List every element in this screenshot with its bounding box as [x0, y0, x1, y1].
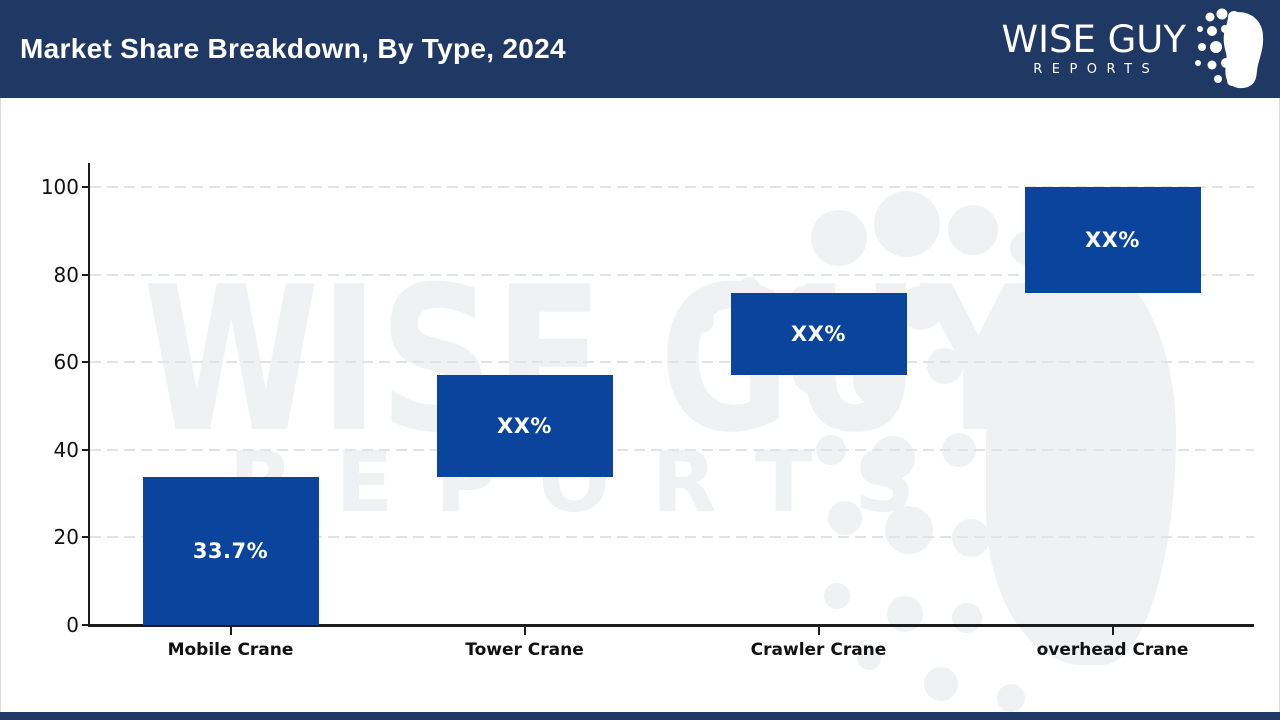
y-tick-40: [82, 448, 90, 451]
gridline-y-40: [90, 448, 1254, 451]
chart-canvas: WISE GUY REPORTS 02040608010033.7%Mobile…: [0, 98, 1280, 712]
y-tick-80: [82, 273, 90, 276]
y-tick-60: [82, 361, 90, 364]
y-tick-label-100: 100: [40, 175, 79, 199]
x-tick-label-mobile-crane: Mobile Crane: [167, 640, 294, 660]
brand-subtext: REPORTS: [1033, 62, 1160, 77]
bar-overhead-crane: XX%: [1024, 187, 1201, 293]
watermark-dot: [885, 506, 933, 554]
x-tick-overhead-crane: [1111, 627, 1114, 635]
brand-logo: WISE GUY REPORTS: [1002, 7, 1266, 91]
x-tick-label-tower-crane: Tower Crane: [465, 640, 584, 660]
header-bar: Market Share Breakdown, By Type, 2024 WI…: [0, 0, 1280, 98]
y-axis-spine: [88, 163, 90, 627]
watermark-dot: [990, 403, 1016, 429]
y-tick-label-20: 20: [53, 525, 79, 550]
x-tick-tower-crane: [523, 627, 526, 635]
y-tick-20: [82, 536, 90, 539]
y-tick-100: [82, 186, 90, 188]
y-tick-label-40: 40: [53, 437, 79, 462]
watermark-dot: [997, 684, 1025, 712]
watermark-dot: [824, 583, 850, 609]
y-tick-label-0: 0: [66, 613, 79, 637]
bar-tower-crane: XX%: [436, 374, 613, 478]
bar-value-label-mobile-crane: 33.7%: [192, 539, 269, 564]
x-tick-label-crawler-crane: Crawler Crane: [750, 640, 887, 660]
bar-mobile-crane: 33.7%: [142, 477, 319, 625]
watermark-dot: [828, 501, 862, 535]
watermark-dot: [952, 603, 982, 633]
watermark-dot: [871, 436, 915, 480]
brand-wordmark: WISE GUY: [1001, 18, 1186, 61]
brand-logo-text: WISE GUY REPORTS: [1002, 21, 1186, 77]
y-tick-label-80: 80: [53, 262, 79, 287]
y-tick-label-60: 60: [53, 350, 79, 375]
gridline-y-20: [90, 536, 1254, 539]
watermark-dot: [927, 348, 963, 384]
bar-value-label-crawler-crane: XX%: [791, 321, 846, 346]
gridline-y-60: [90, 361, 1254, 364]
x-tick-label-overhead-crane: overhead Crane: [1036, 640, 1189, 660]
watermark-dot: [924, 667, 958, 701]
watermark-dot: [948, 205, 998, 255]
watermark-dot: [874, 191, 940, 257]
chart-plot-area: 0 20 40 60 80 100 33.7% Mobile Crane XX% Tower Cr…: [1, 98, 1279, 712]
y-tick-0: [82, 624, 90, 626]
gridline-y-100: [90, 186, 1254, 188]
x-axis-spine: [88, 624, 1254, 627]
watermark-dot: [811, 210, 867, 266]
watermark-dot: [688, 307, 714, 333]
bar-value-label-tower-crane: XX%: [497, 414, 552, 439]
watermark-dot: [857, 646, 881, 670]
bar-value-label-overhead-crane: XX%: [1085, 227, 1140, 252]
brand-head-icon: [1195, 8, 1264, 89]
x-tick-crawler-crane: [817, 627, 820, 635]
bar-crawler-crane: XX%: [730, 292, 907, 375]
gridline-y-80: [90, 273, 1254, 276]
x-tick-mobile-crane: [229, 627, 232, 635]
page-title: Market Share Breakdown, By Type, 2024: [20, 33, 566, 64]
footer-bar: [0, 712, 1280, 720]
